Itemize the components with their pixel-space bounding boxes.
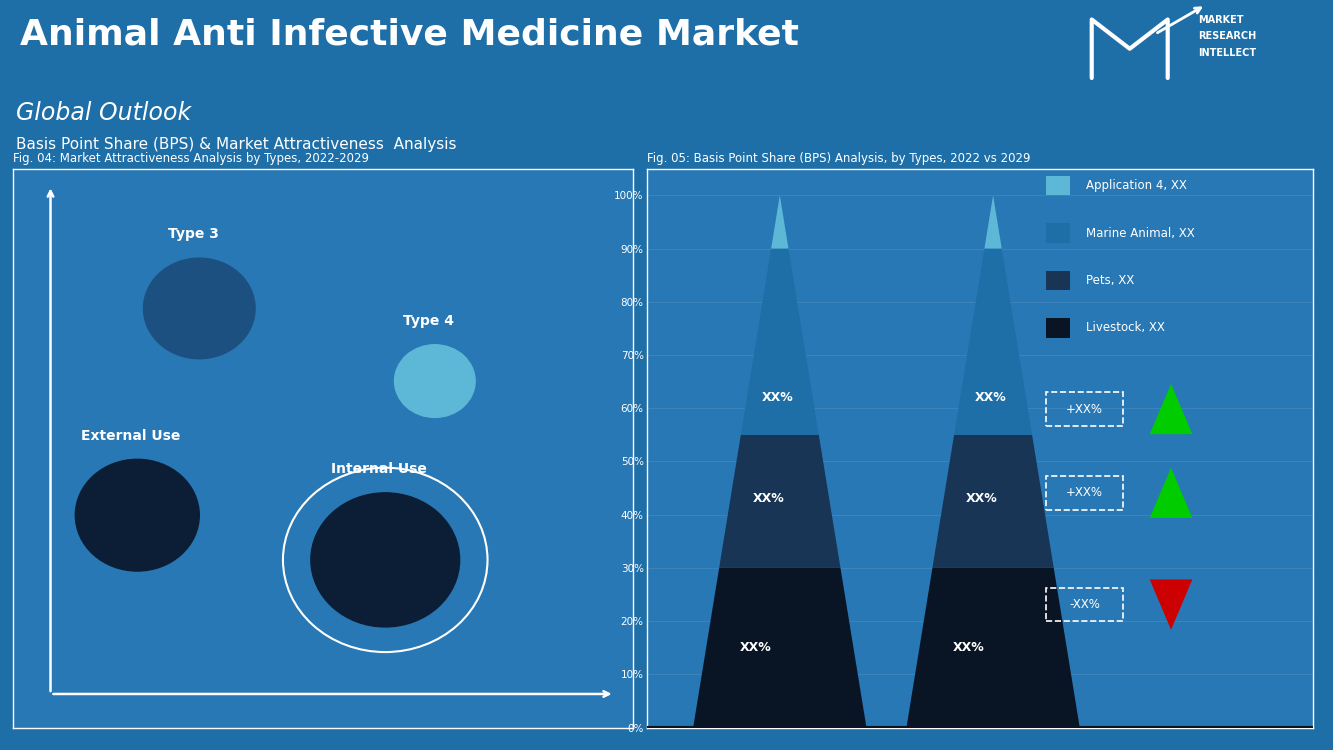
Circle shape bbox=[395, 345, 475, 418]
Text: Application 4, XX: Application 4, XX bbox=[1086, 179, 1188, 192]
Bar bbox=[1046, 318, 1070, 338]
Polygon shape bbox=[1149, 384, 1192, 434]
Text: XX%: XX% bbox=[761, 391, 793, 404]
Text: Internal Use: Internal Use bbox=[331, 462, 427, 476]
Text: +XX%: +XX% bbox=[1066, 403, 1104, 416]
Polygon shape bbox=[954, 248, 1032, 435]
Text: Type 4: Type 4 bbox=[403, 314, 455, 328]
Bar bbox=[1046, 271, 1070, 290]
Text: XX%: XX% bbox=[953, 641, 984, 654]
Circle shape bbox=[311, 493, 460, 627]
Text: +XX%: +XX% bbox=[1066, 486, 1104, 500]
Text: Global Outlook: Global Outlook bbox=[16, 101, 191, 125]
Polygon shape bbox=[1149, 580, 1192, 630]
Text: MARKET: MARKET bbox=[1198, 15, 1244, 25]
Text: Fig. 05: Basis Point Share (BPS) Analysis, by Types, 2022 vs 2029: Fig. 05: Basis Point Share (BPS) Analysi… bbox=[647, 152, 1030, 165]
Text: -XX%: -XX% bbox=[1069, 598, 1100, 611]
Polygon shape bbox=[933, 435, 1053, 568]
Text: XX%: XX% bbox=[974, 391, 1006, 404]
Polygon shape bbox=[693, 568, 866, 728]
Text: Livestock, XX: Livestock, XX bbox=[1086, 322, 1165, 334]
Text: INTELLECT: INTELLECT bbox=[1198, 48, 1256, 58]
Text: Type 3: Type 3 bbox=[168, 227, 219, 242]
Polygon shape bbox=[741, 248, 818, 435]
Polygon shape bbox=[1149, 468, 1192, 518]
Polygon shape bbox=[906, 568, 1080, 728]
Text: XX%: XX% bbox=[753, 492, 784, 506]
Text: RESEARCH: RESEARCH bbox=[1198, 32, 1256, 41]
Text: Fig. 04: Market Attractiveness Analysis by Types, 2022-2029: Fig. 04: Market Attractiveness Analysis … bbox=[13, 152, 369, 165]
Text: XX%: XX% bbox=[966, 492, 997, 506]
Bar bbox=[1046, 176, 1070, 195]
Circle shape bbox=[76, 459, 200, 571]
Text: Basis Point Share (BPS) & Market Attractiveness  Analysis: Basis Point Share (BPS) & Market Attract… bbox=[16, 136, 456, 152]
Polygon shape bbox=[770, 195, 788, 248]
Circle shape bbox=[144, 258, 255, 358]
Text: External Use: External Use bbox=[81, 428, 181, 442]
Bar bbox=[1046, 224, 1070, 243]
Polygon shape bbox=[984, 195, 1002, 248]
Text: XX%: XX% bbox=[740, 641, 770, 654]
Text: Marine Animal, XX: Marine Animal, XX bbox=[1086, 226, 1196, 239]
Polygon shape bbox=[720, 435, 841, 568]
Text: Animal Anti Infective Medicine Market: Animal Anti Infective Medicine Market bbox=[20, 17, 798, 52]
Text: Pets, XX: Pets, XX bbox=[1086, 274, 1134, 287]
